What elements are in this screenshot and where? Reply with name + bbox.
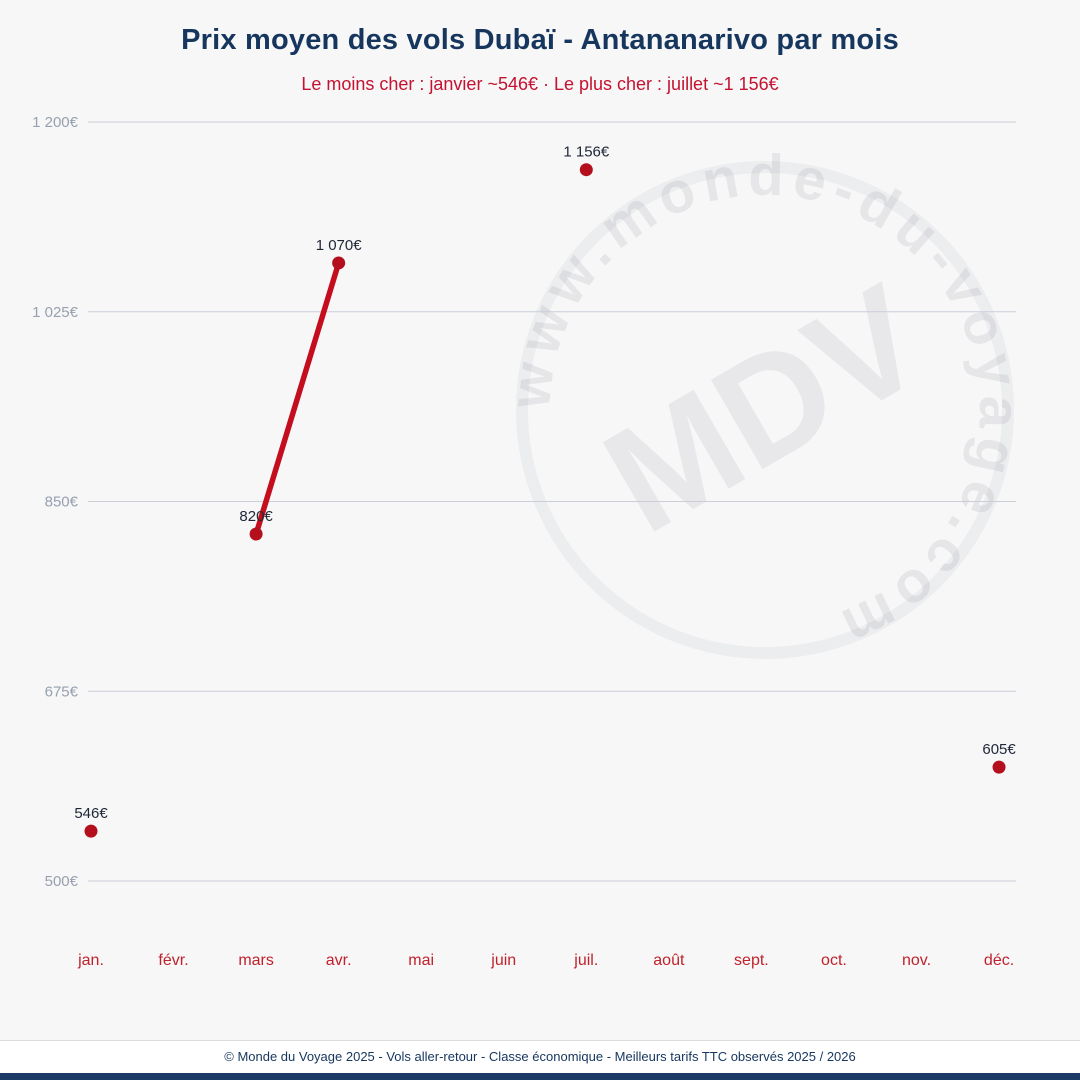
x-axis-month-label: mars <box>238 952 274 969</box>
price-point-label: 1 070€ <box>316 237 363 254</box>
watermark-monogram: MDV <box>578 252 951 564</box>
y-axis-tick-label: 500€ <box>45 873 79 890</box>
x-axis-month-label: jan. <box>77 952 104 969</box>
price-line-segment <box>253 260 342 537</box>
chart-subtitle: Le moins cher : janvier ~546€ · Le plus … <box>301 74 779 94</box>
price-point-label: 1 156€ <box>563 144 610 161</box>
x-axis-month-label: mai <box>408 952 434 969</box>
price-point-déc[interactable] <box>992 760 1006 774</box>
y-axis-tick-label: 1 200€ <box>32 114 79 131</box>
price-point-jan[interactable] <box>84 824 98 838</box>
price-point-avr[interactable] <box>332 256 346 270</box>
watermark: www.monde-du-voyage.com MDV <box>497 143 1026 664</box>
footer-credit-text: © Monde du Voyage 2025 - Vols aller-reto… <box>224 1049 856 1064</box>
x-axis-month-label: déc. <box>984 952 1014 969</box>
y-axis-tick-label: 675€ <box>45 683 79 700</box>
price-point-label: 605€ <box>982 741 1016 758</box>
x-axis-month-label: nov. <box>902 952 931 969</box>
price-point-juil[interactable] <box>579 163 593 177</box>
x-axis-month-label: sept. <box>734 952 769 969</box>
watermark-ring <box>516 161 1014 659</box>
x-axis-month-label: juin <box>490 952 516 969</box>
footer: © Monde du Voyage 2025 - Vols aller-reto… <box>0 1040 1080 1080</box>
price-point-mars[interactable] <box>249 527 263 541</box>
price-chart-svg: www.monde-du-voyage.com MDV 500€ 675€ 850€… <box>32 114 1026 969</box>
x-axis-month-label: juil. <box>573 952 598 969</box>
x-axis-month-label: févr. <box>158 952 188 969</box>
price-point-label: 820€ <box>239 508 273 525</box>
page-title: Prix moyen des vols Dubaï - Antananarivo… <box>181 24 899 56</box>
x-axis-month-label: août <box>653 952 685 969</box>
price-chart: www.monde-du-voyage.com MDV 500€ 675€ 850€… <box>0 100 1080 1000</box>
x-axis-month-label: avr. <box>326 952 352 969</box>
x-axis-month-label: oct. <box>821 952 847 969</box>
y-axis-tick-label: 1 025€ <box>32 304 79 321</box>
price-point-label: 546€ <box>74 805 108 822</box>
y-axis-tick-label: 850€ <box>45 494 79 511</box>
footer-bottom-bar <box>0 1073 1080 1080</box>
